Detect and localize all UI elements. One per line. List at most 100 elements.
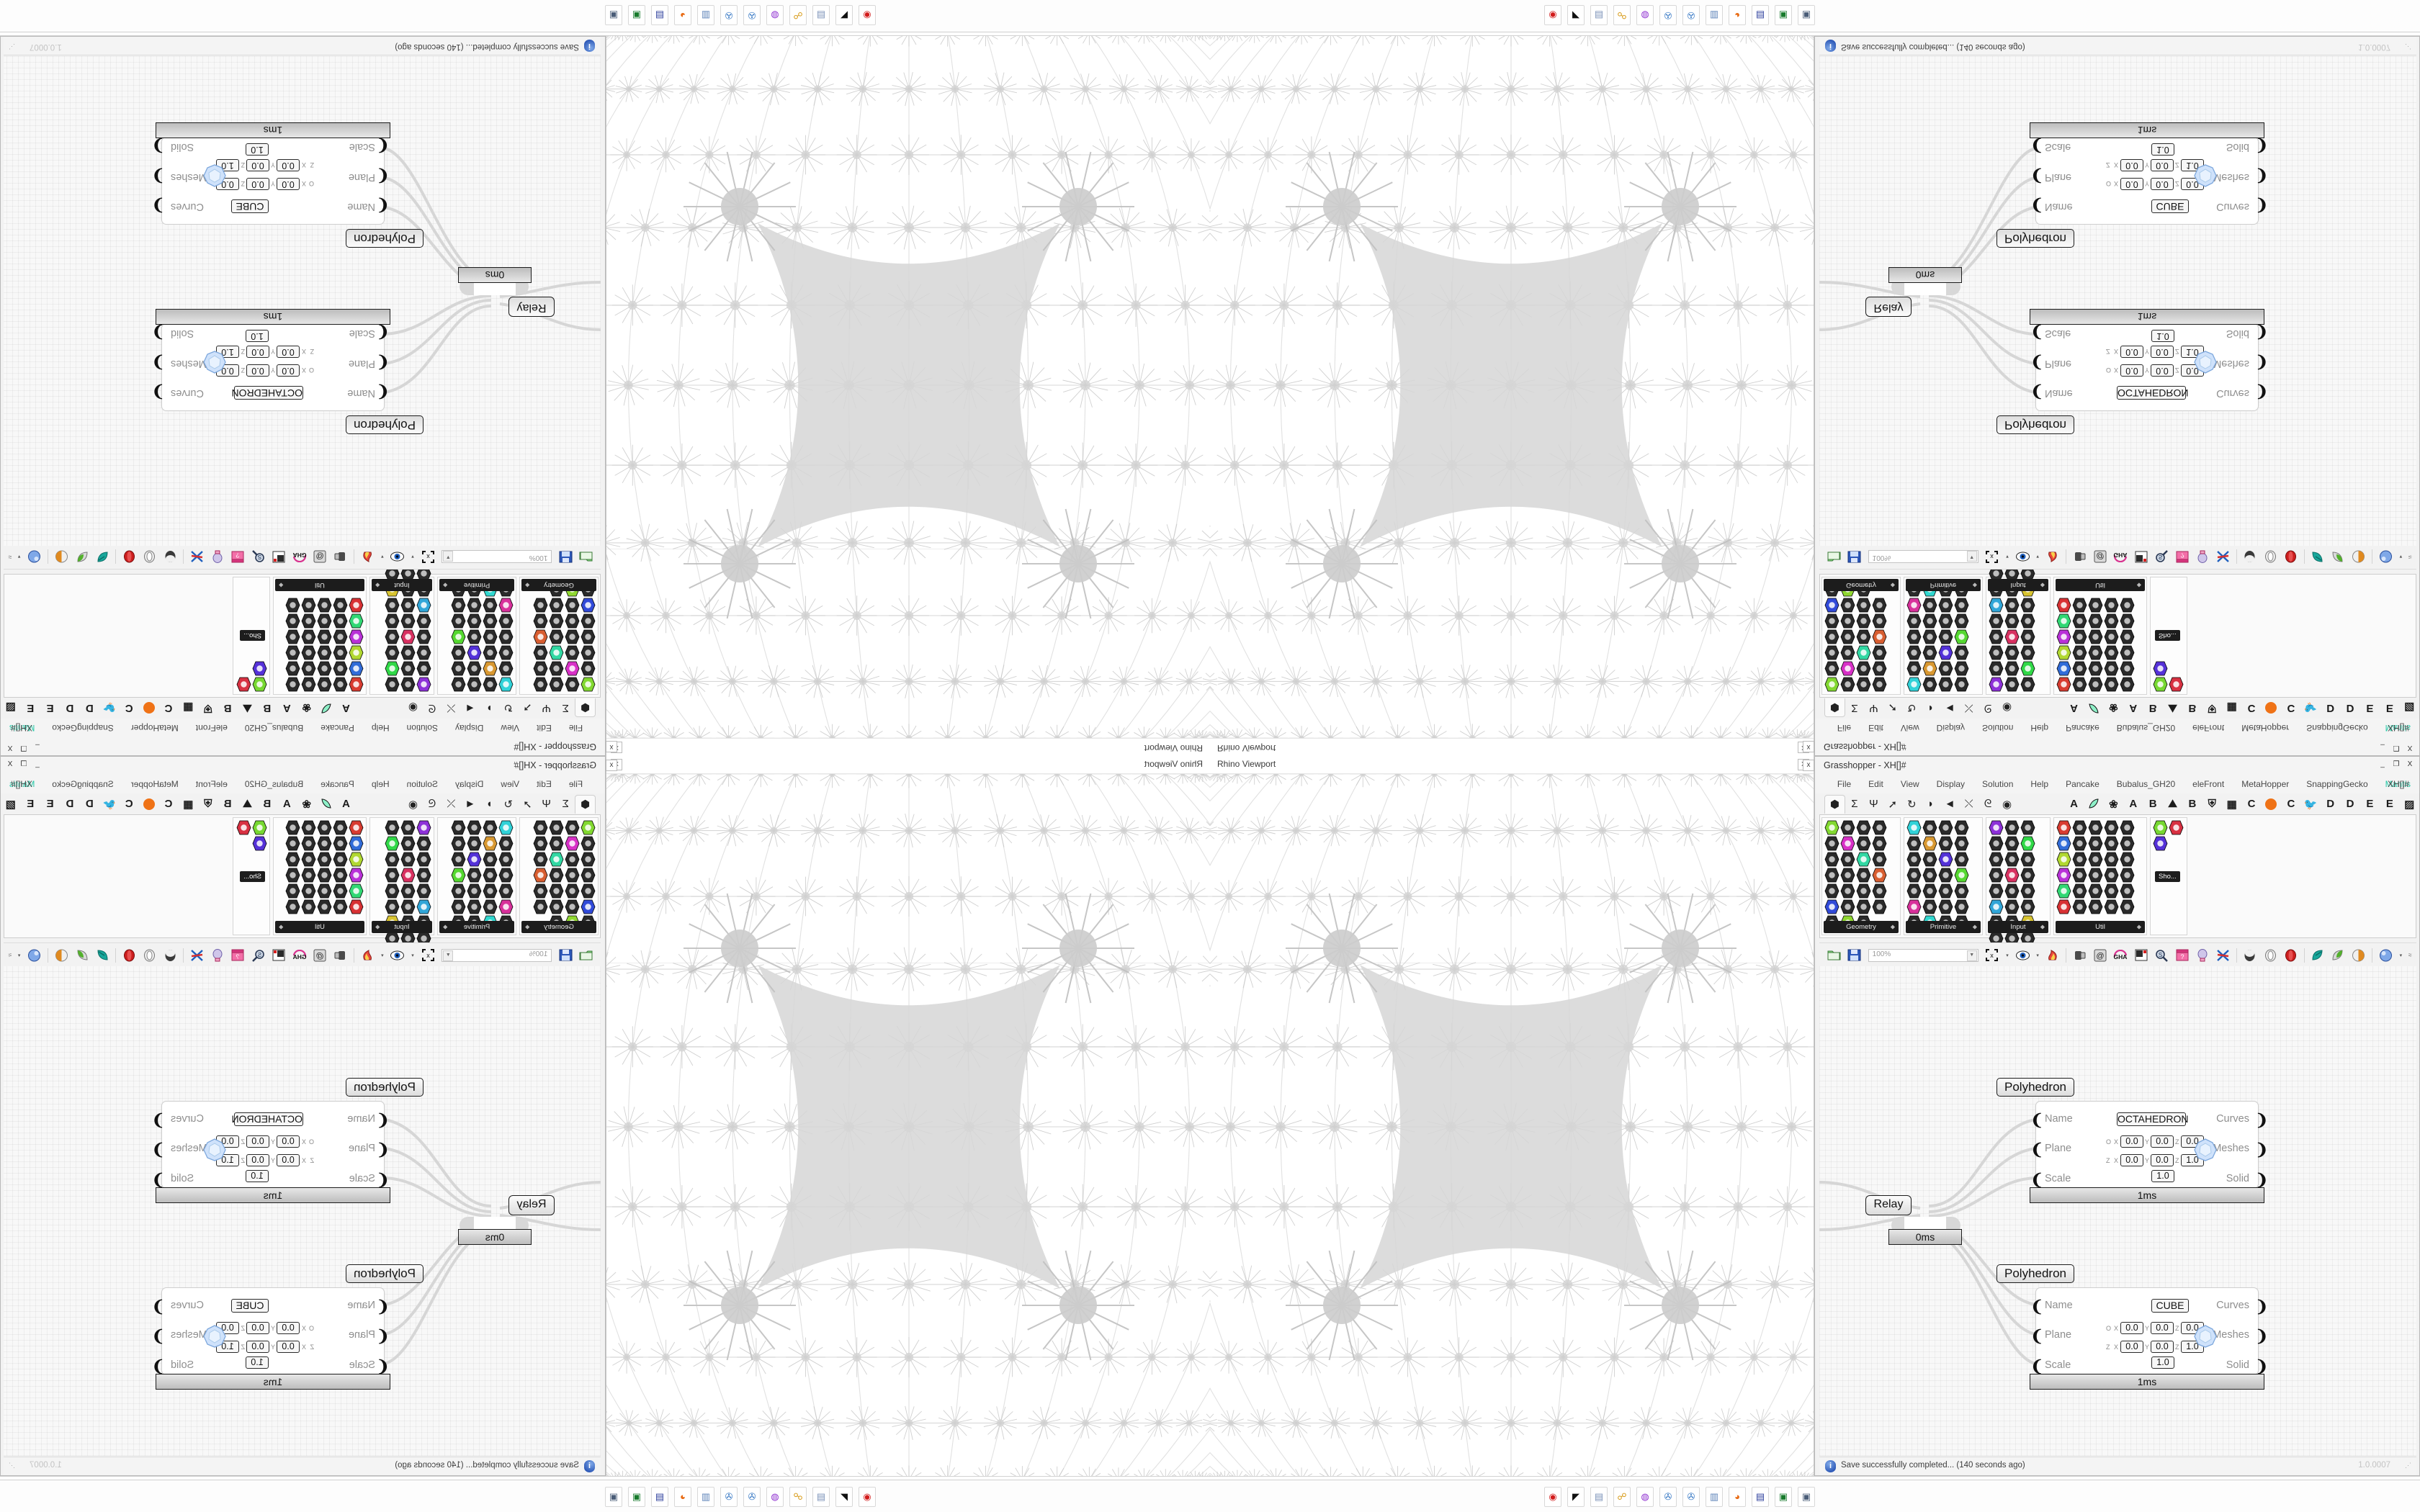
zoom-extents-dropdown-icon[interactable]: ▾ bbox=[2006, 554, 2009, 559]
component-icon[interactable] bbox=[2120, 614, 2135, 629]
menu-item-mantis[interactable]: Mantis bbox=[2385, 779, 2411, 789]
output-pin-solid[interactable]: ❩ bbox=[2255, 323, 2269, 341]
toolbar-overflow-icon[interactable]: ⩬ bbox=[2408, 951, 2412, 958]
ribbon-addon-a2-icon[interactable]: A bbox=[2129, 798, 2138, 810]
component-icon[interactable] bbox=[1824, 820, 1839, 835]
minimize-icon[interactable]: _ bbox=[35, 744, 40, 752]
maximize-icon[interactable]: ❐ bbox=[2393, 760, 2400, 768]
component-icon[interactable] bbox=[1856, 883, 1871, 899]
ribbon-addon-d2-icon[interactable]: D bbox=[66, 702, 74, 714]
node-body[interactable]: ❨ ❨ ❨ ❩ ❩ ❩ Name Plane Scale Curves Mesh… bbox=[152, 323, 390, 411]
component-icon[interactable] bbox=[452, 836, 467, 851]
plane-zaxis-x-input[interactable]: 0.0 bbox=[277, 159, 300, 171]
component-icon[interactable] bbox=[1872, 883, 1887, 899]
taskbar-icon-terminal[interactable]: ▣ bbox=[628, 5, 645, 26]
component-icon[interactable] bbox=[2104, 868, 2119, 883]
component-icon[interactable] bbox=[1872, 836, 1887, 851]
panel-primitive-label[interactable]: Primitive ⬥ bbox=[1906, 921, 1981, 933]
component-icon[interactable] bbox=[417, 836, 432, 851]
ribbon-addon-d-icon[interactable]: D bbox=[85, 702, 94, 714]
component-icon[interactable] bbox=[417, 630, 432, 645]
scale-value-input[interactable]: 1.0 bbox=[2151, 1356, 2174, 1369]
preview-dropdown-icon[interactable]: ▾ bbox=[2036, 953, 2039, 958]
taskbar-icon-terminal[interactable]: ▣ bbox=[1775, 1486, 1792, 1507]
preview-teal-icon[interactable] bbox=[2310, 947, 2326, 963]
panel-util-label[interactable]: Util ⬥ bbox=[2056, 921, 2145, 933]
component-icon[interactable] bbox=[2072, 662, 2087, 677]
component-icon[interactable] bbox=[565, 852, 581, 867]
panel-geometry-expand-icon[interactable]: ⬥ bbox=[525, 582, 530, 589]
output-pin-meshes[interactable]: ❩ bbox=[2255, 167, 2269, 185]
input-pin-name[interactable]: ❨ bbox=[2030, 197, 2044, 215]
taskbar-icon-key[interactable]: ☍ bbox=[1613, 1486, 1631, 1507]
component-icon[interactable] bbox=[318, 678, 333, 693]
component-icon[interactable] bbox=[2020, 820, 2035, 835]
component-icon[interactable] bbox=[401, 678, 416, 693]
component-icon[interactable] bbox=[1922, 646, 1937, 661]
ribbon-addon-b2-icon[interactable]: B bbox=[2188, 798, 2197, 810]
component-icon[interactable] bbox=[237, 678, 252, 693]
component-icon[interactable] bbox=[2088, 646, 2103, 661]
component-icon[interactable] bbox=[1906, 662, 1922, 677]
output-pin-curves[interactable]: ❩ bbox=[2255, 197, 2269, 215]
output-pin-curves[interactable]: ❩ bbox=[151, 383, 165, 401]
menu-item-bubalus[interactable]: Bubalus_GH20 bbox=[2116, 723, 2176, 733]
search-magnifier-icon[interactable]: S bbox=[251, 947, 266, 963]
panel-input-expand-icon[interactable]: ⬥ bbox=[375, 582, 380, 589]
component-icon[interactable] bbox=[385, 598, 400, 613]
zoom-dropdown-icon[interactable]: ▼ bbox=[443, 551, 454, 562]
ribbon-tab-intersect-icon[interactable]: ⤬ bbox=[447, 798, 456, 810]
panel-util-label[interactable]: Util ⬥ bbox=[275, 921, 364, 933]
taskbar-icon-firefox[interactable]: ◕ bbox=[1729, 1486, 1746, 1507]
component-icon[interactable] bbox=[2056, 820, 2071, 835]
component-icon[interactable] bbox=[452, 598, 467, 613]
ribbon-tab-curve-icon[interactable]: ↻ bbox=[1906, 701, 1917, 714]
component-icon[interactable] bbox=[318, 646, 333, 661]
minimize-icon[interactable]: _ bbox=[2380, 760, 2385, 768]
preview-orange-sphere-icon[interactable] bbox=[53, 947, 69, 963]
component-icon[interactable] bbox=[1856, 646, 1871, 661]
zoom-extents-icon[interactable]: x bbox=[1984, 549, 2000, 565]
search-magnifier-icon[interactable]: S bbox=[2154, 549, 2169, 565]
component-icon[interactable] bbox=[318, 630, 333, 645]
panel-util-grid[interactable] bbox=[275, 593, 364, 693]
component-icon[interactable] bbox=[467, 868, 483, 883]
component-icon[interactable] bbox=[1840, 614, 1855, 629]
component-icon[interactable] bbox=[349, 678, 364, 693]
component-icon[interactable] bbox=[581, 630, 596, 645]
taskbar-icon-illustrator[interactable]: ◤ bbox=[1567, 5, 1585, 26]
plane-zaxis-y-input[interactable]: 0.0 bbox=[246, 159, 269, 171]
panel-geometry-expand-icon[interactable]: ⬥ bbox=[1890, 923, 1895, 930]
menu-item-edit[interactable]: Edit bbox=[537, 723, 552, 733]
component-icon[interactable] bbox=[286, 852, 301, 867]
component-icon[interactable] bbox=[2104, 899, 2119, 914]
ribbon-tab-maths-icon[interactable]: Σ bbox=[1851, 798, 1858, 810]
component-icon[interactable] bbox=[2020, 630, 2035, 645]
toolbar-overflow-icon[interactable]: ⩬ bbox=[2408, 554, 2412, 561]
menu-item-view[interactable]: View bbox=[501, 723, 520, 733]
component-icon[interactable] bbox=[565, 868, 581, 883]
menu-item-file[interactable]: File bbox=[568, 779, 583, 789]
plane-origin-y-input[interactable]: 0.0 bbox=[2151, 1135, 2174, 1148]
component-icon[interactable] bbox=[2020, 899, 2035, 914]
output-pin-curves[interactable]: ❩ bbox=[2255, 1297, 2269, 1315]
output-pin-solid[interactable]: ❩ bbox=[2255, 137, 2269, 155]
input-pin-name[interactable]: ❨ bbox=[376, 1111, 390, 1129]
zoom-extents-icon[interactable]: x bbox=[1984, 947, 2000, 963]
help-box-icon[interactable]: ? bbox=[230, 549, 246, 565]
taskbar-icon-palette-2[interactable]: ✇ bbox=[1682, 1486, 1700, 1507]
output-pin-solid[interactable]: ❩ bbox=[151, 323, 165, 341]
component-icon[interactable] bbox=[2056, 614, 2071, 629]
component-icon[interactable] bbox=[286, 899, 301, 914]
menu-item-file[interactable]: File bbox=[568, 723, 583, 733]
component-icon[interactable] bbox=[2088, 678, 2103, 693]
preview-eye-icon[interactable] bbox=[2015, 549, 2030, 565]
component-icon[interactable] bbox=[417, 662, 432, 677]
ribbon-addon-e2-icon[interactable]: E bbox=[2385, 702, 2393, 714]
component-icon[interactable] bbox=[385, 567, 400, 582]
help-box-icon[interactable]: ? bbox=[230, 947, 246, 963]
panel-util-grid[interactable] bbox=[2056, 819, 2145, 919]
ribbon-addon-mountain-icon[interactable]: ⛰ bbox=[2168, 798, 2177, 810]
taskbar-icon-palette[interactable]: ✇ bbox=[743, 1486, 761, 1507]
component-icon[interactable] bbox=[1989, 883, 2004, 899]
